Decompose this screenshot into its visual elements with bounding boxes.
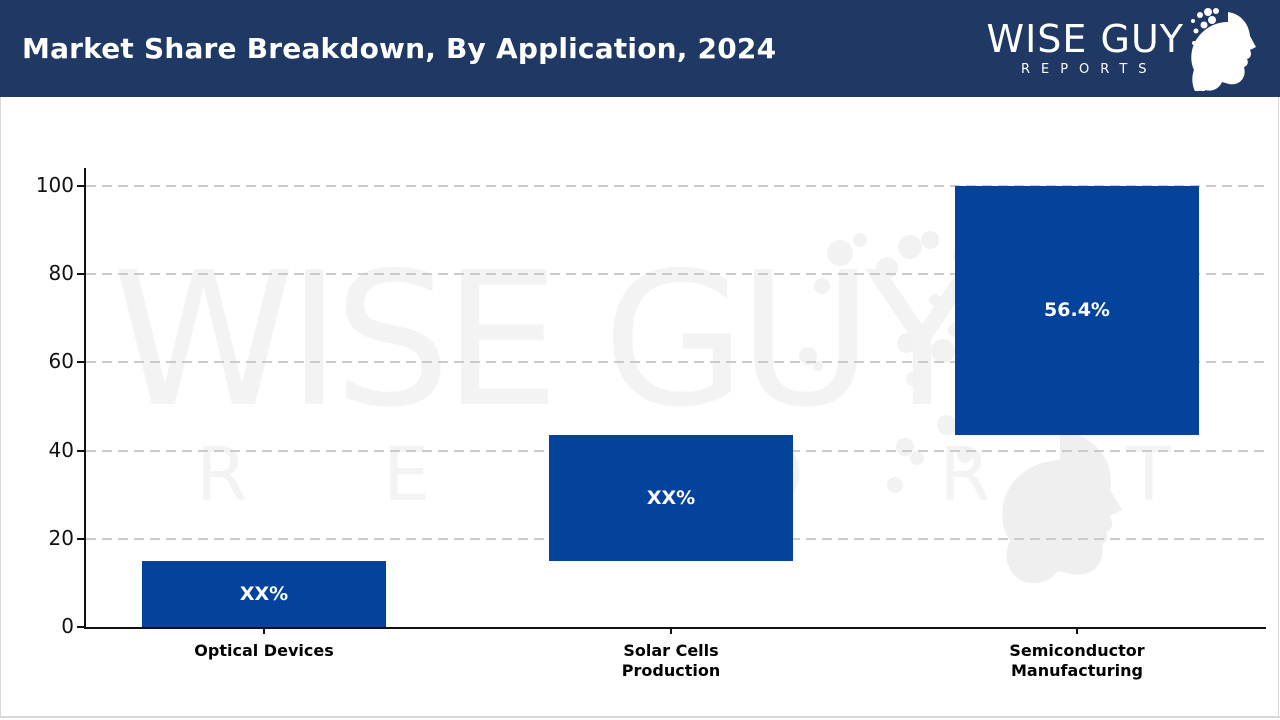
- x-category-label: Semiconductor Manufacturing: [927, 641, 1227, 681]
- header-bar: Market Share Breakdown, By Application, …: [0, 0, 1280, 97]
- y-tick-label: 100: [35, 173, 74, 197]
- page-title: Market Share Breakdown, By Application, …: [22, 32, 777, 65]
- y-tick-label: 0: [61, 614, 74, 638]
- y-tick-label: 40: [48, 437, 74, 462]
- x-category-label-line: Optical Devices: [194, 641, 334, 660]
- page-left-border: [0, 97, 1, 718]
- x-category-label-line: Production: [621, 661, 721, 680]
- x-category-label: Solar Cells Production: [521, 641, 821, 681]
- page-bottom-border: [0, 716, 1280, 718]
- x-category-label-line: Semiconductor: [1009, 641, 1145, 660]
- x-axis-tick: [1076, 627, 1078, 634]
- y-axis-tick: [77, 361, 84, 364]
- bar-value-label: 56.4%: [1044, 299, 1110, 322]
- bar: 56.4%: [955, 186, 1199, 435]
- y-tick-label: 20: [48, 525, 74, 550]
- x-category-label: Optical Devices: [114, 641, 414, 661]
- y-axis-tick: [77, 626, 84, 628]
- x-category-label-line: Manufacturing: [1011, 661, 1143, 680]
- y-axis-tick: [77, 537, 84, 540]
- wise-guy-logo: WISE GUY REPORTS: [987, 7, 1258, 91]
- y-axis-spine: [84, 168, 86, 629]
- bar: XX%: [549, 434, 793, 561]
- y-tick-label: 60: [48, 349, 74, 374]
- logo-face-icon: [1191, 7, 1256, 91]
- x-category-label-line: Solar Cells: [623, 641, 719, 660]
- logo-subtitle: REPORTS: [1020, 62, 1158, 77]
- bar: XX%: [142, 560, 386, 627]
- y-axis-tick: [77, 185, 84, 187]
- bar-value-label: XX%: [239, 582, 289, 605]
- y-tick-label: 80: [48, 261, 74, 286]
- gridline: [86, 361, 1264, 364]
- y-axis-tick: [77, 273, 84, 276]
- gridline: [86, 185, 1264, 187]
- bar-value-label: XX%: [646, 486, 696, 509]
- gridline: [86, 273, 1264, 276]
- page-right-border: [1278, 97, 1279, 718]
- logo-wordmark: WISE GUY: [986, 17, 1184, 61]
- x-axis-tick: [670, 627, 672, 634]
- x-axis-tick: [263, 627, 265, 634]
- x-axis-spine: [84, 627, 1266, 629]
- y-axis-tick: [77, 449, 84, 452]
- logo-text: WISE GUY REPORTS: [987, 20, 1184, 77]
